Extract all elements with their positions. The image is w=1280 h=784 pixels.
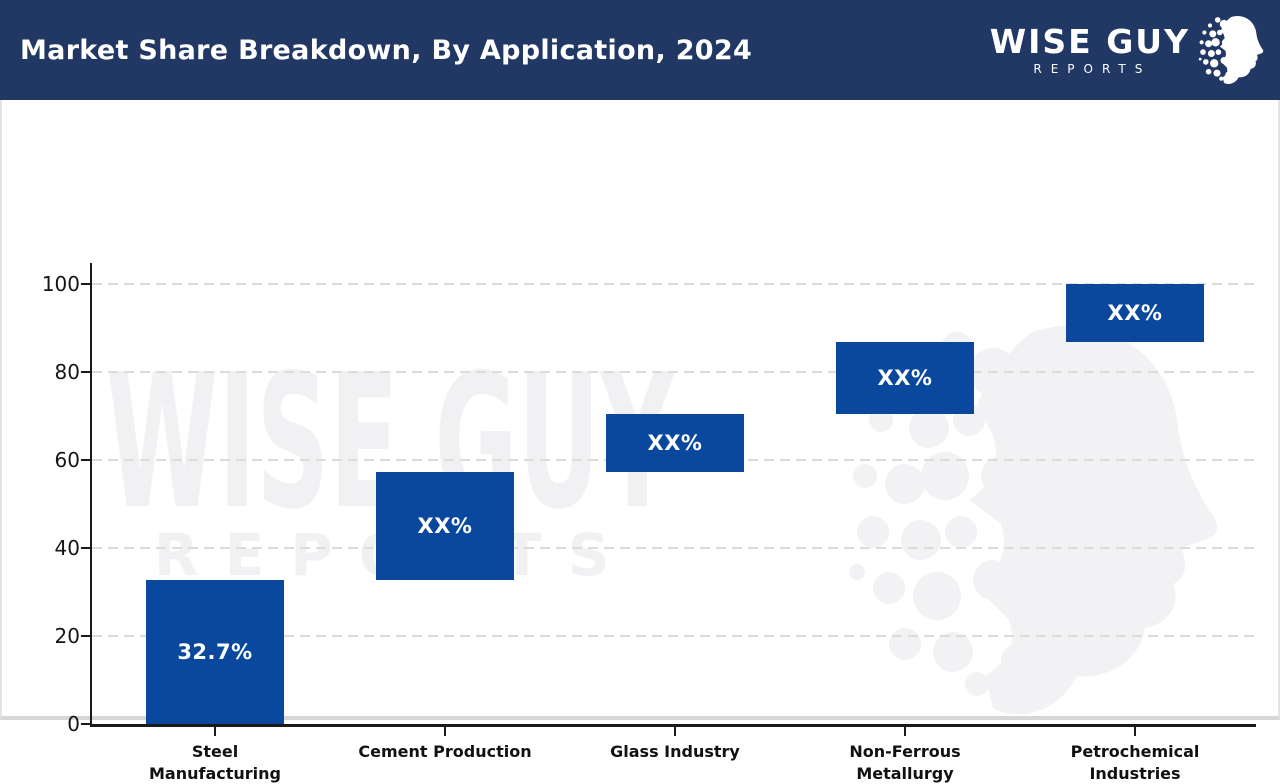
gridline-y-100 (92, 282, 1256, 285)
y-tick-label-40: 40 (54, 535, 80, 560)
x-category-label-3: Non-Ferrous Metallurgy (849, 742, 961, 783)
wiseguy-face-icon (1196, 8, 1266, 92)
bar-value-label: XX% (417, 513, 473, 538)
gridline-y-40 (92, 546, 1256, 549)
brand-name: WISE GUY (989, 22, 1190, 61)
x-tick-3 (904, 727, 906, 736)
y-tick-label-60: 60 (54, 447, 80, 472)
x-category-label-2: Glass Industry (610, 742, 740, 761)
y-tick-20 (81, 634, 90, 637)
y-tick-60 (81, 458, 90, 461)
bar-glass-industry: XX% (606, 413, 744, 472)
y-tick-label-20: 20 (54, 623, 80, 648)
bar-value-label: XX% (647, 430, 703, 455)
plot-area: 0 20 40 60 80 100 32.7% Steel Manufacturing XX% Ce… (42, 263, 1256, 783)
x-tick-2 (674, 727, 676, 736)
y-tick-0 (81, 723, 90, 725)
brand-logo: WISE GUY REPORTS (990, 8, 1270, 92)
y-tick-80 (81, 370, 90, 373)
bar-cement-production: XX% (376, 471, 514, 581)
y-tick-100 (81, 282, 90, 285)
bar-value-label: 32.7% (177, 640, 253, 665)
gridline-y-20 (92, 634, 1256, 637)
gridline-y-80 (92, 370, 1256, 373)
brand-subtitle: REPORTS (1033, 62, 1152, 76)
x-tick-1 (444, 727, 446, 736)
bar-petrochemical-industries: XX% (1066, 283, 1204, 342)
y-tick-40 (81, 546, 90, 549)
bar-value-label: XX% (1107, 300, 1163, 325)
bar-steel-manufacturing: 32.7% (146, 580, 284, 724)
x-category-label-1: Cement Production (358, 742, 532, 761)
page-title: Market Share Breakdown, By Application, … (20, 34, 753, 66)
x-tick-0 (214, 727, 216, 736)
header-bar: Market Share Breakdown, By Application, … (0, 0, 1280, 100)
bar-non-ferrous-metallurgy: XX% (836, 341, 974, 414)
chart-canvas: WISE GUY REPORTS 02040608010032.7%SteelM… (0, 100, 1280, 783)
y-tick-label-100: 100 (41, 271, 80, 296)
bar-value-label: XX% (877, 365, 933, 390)
x-category-label-0: Steel Manufacturing (149, 742, 281, 783)
x-category-label-4: Petrochemical Industries (1070, 742, 1200, 783)
x-tick-4 (1134, 727, 1136, 736)
y-tick-label-80: 80 (54, 359, 80, 384)
brand-logo-text: WISE GUY REPORTS (990, 25, 1190, 75)
y-tick-label-0: 0 (67, 712, 80, 736)
